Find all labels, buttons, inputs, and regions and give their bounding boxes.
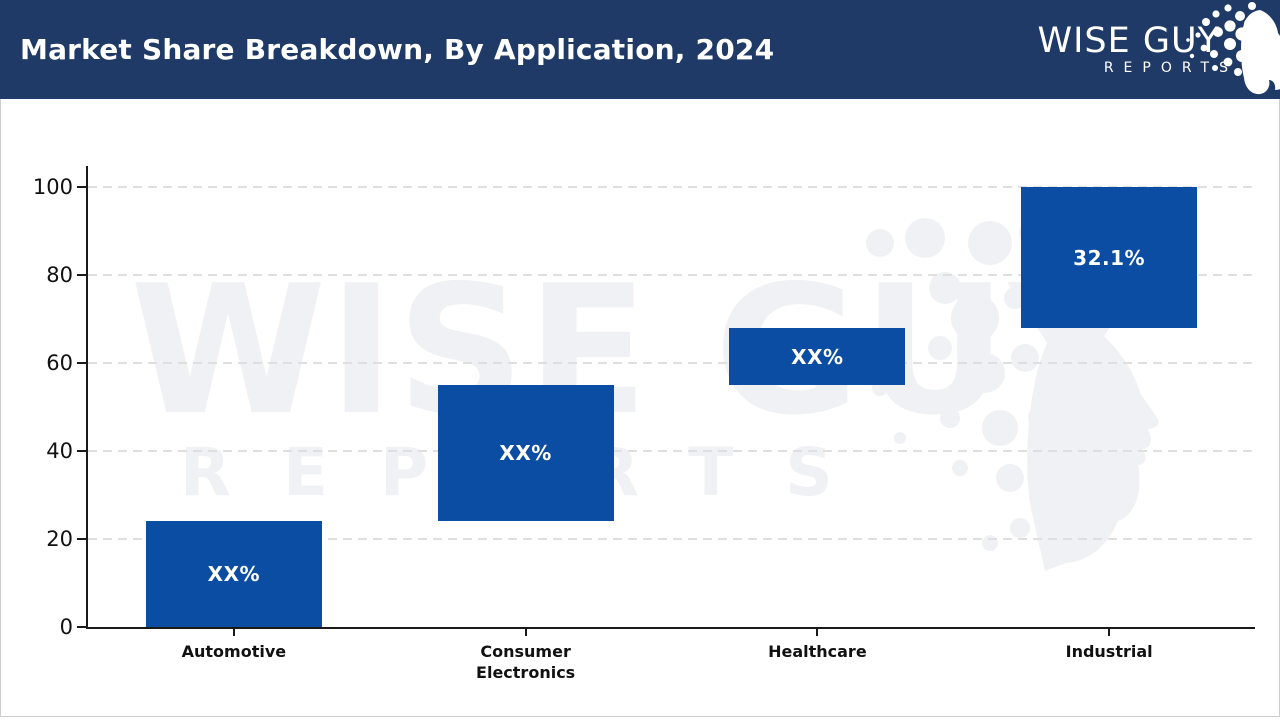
gridline-20 — [88, 538, 1255, 540]
gridline-60 — [88, 362, 1255, 364]
x-tick-industrial — [1108, 629, 1111, 636]
y-axis-line — [86, 166, 88, 629]
brand-logo: WISE GUY REPORTS — [1020, 0, 1280, 99]
y-tick-label-60: 60 — [46, 351, 73, 375]
bar-consumer-electronics: XX% — [437, 385, 614, 522]
y-tick-80 — [77, 274, 86, 276]
y-tick-60 — [77, 362, 86, 364]
gridline-80 — [88, 274, 1255, 276]
gridline-40 — [88, 450, 1255, 452]
bar-automotive: XX% — [145, 521, 322, 627]
x-tick-healthcare — [816, 629, 819, 636]
y-tick-40 — [77, 450, 86, 452]
y-tick-label-20: 20 — [46, 527, 73, 551]
y-tick-label-40: 40 — [46, 439, 73, 463]
y-tick-label-100: 100 — [32, 175, 73, 199]
gridline-100 — [88, 186, 1255, 188]
y-tick-label-0: 0 — [59, 615, 73, 639]
bar-value-label: 32.1% — [1073, 245, 1146, 270]
bar-healthcare: XX% — [729, 328, 906, 385]
x-axis-line — [86, 627, 1255, 629]
bar-value-label: XX% — [499, 441, 552, 466]
page-title: Market Share Breakdown, By Application, … — [20, 33, 775, 66]
header: Market Share Breakdown, By Application, … — [0, 0, 1280, 99]
x-tick-consumer-electronics — [524, 629, 527, 636]
x-tick-label-healthcare: Healthcare — [768, 642, 867, 661]
bar-value-label: XX% — [791, 344, 844, 369]
x-tick-label-industrial: Industrial — [1065, 642, 1153, 661]
x-tick-automotive — [232, 629, 235, 636]
brand-logo-subtext: REPORTS — [1103, 60, 1238, 76]
brand-head-icon — [1186, 2, 1280, 95]
x-tick-label-automotive: Automotive — [181, 642, 287, 661]
y-tick-100 — [77, 186, 86, 188]
y-tick-label-80: 80 — [46, 263, 73, 287]
bar-industrial: 32.1% — [1021, 187, 1198, 329]
y-tick-0 — [77, 626, 86, 628]
x-tick-label-consumer-electronics: Consumer Electronics — [476, 642, 576, 682]
bar-value-label: XX% — [207, 562, 261, 587]
y-tick-20 — [77, 538, 86, 540]
